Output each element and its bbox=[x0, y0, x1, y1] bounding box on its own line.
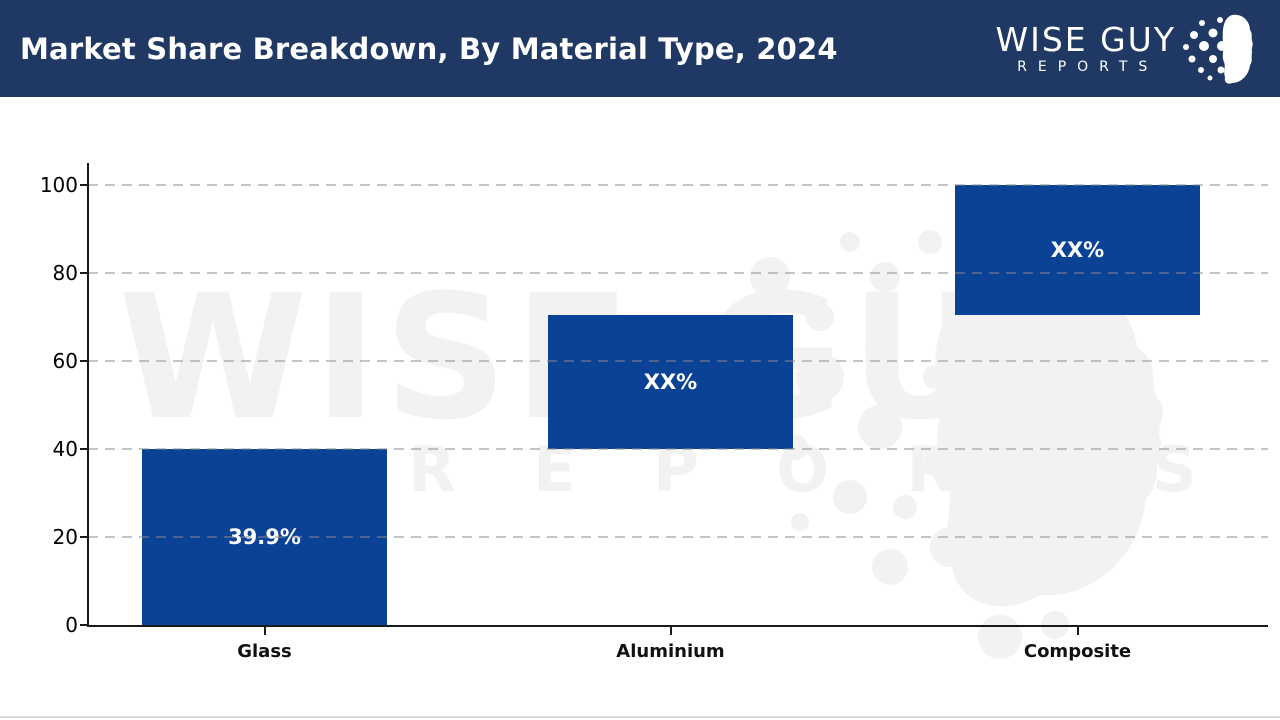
gridline-100 bbox=[88, 184, 1268, 186]
x-tick-label-composite: Composite bbox=[1023, 641, 1132, 662]
gridline-40 bbox=[88, 448, 1268, 450]
y-tick-label-0: 0 bbox=[65, 613, 78, 637]
bar-aluminium: XX% bbox=[548, 315, 793, 450]
plot-area: 0 20 40 60 80 100 39.9% XX% XX% Glass Aluminium Com… bbox=[0, 97, 1280, 720]
gridline-60 bbox=[88, 360, 1268, 362]
page-title: Market Share Breakdown, By Material Type… bbox=[20, 31, 838, 66]
y-tick-label-100: 100 bbox=[39, 173, 78, 197]
y-tick-20 bbox=[80, 536, 88, 538]
gridline-20 bbox=[88, 536, 1268, 538]
x-tick-aluminium bbox=[669, 627, 672, 635]
logo-subtitle: REPORTS bbox=[1017, 58, 1159, 75]
bottom-border bbox=[0, 716, 1280, 718]
gridline-80 bbox=[88, 272, 1268, 274]
chart-canvas: WISE GUY R E P O R T S 0 20 40 60 80 100 39.9%… bbox=[0, 97, 1280, 720]
y-tick-label-60: 60 bbox=[52, 349, 78, 373]
x-tick-composite bbox=[1076, 627, 1079, 635]
y-tick-60 bbox=[80, 360, 88, 362]
bar-value-label-aluminium: XX% bbox=[643, 370, 698, 395]
x-tick-label-glass: Glass bbox=[237, 641, 292, 662]
x-axis-spine bbox=[87, 625, 1268, 627]
logo-face-icon bbox=[1183, 14, 1253, 84]
wiseguy-logo: WISE GUY REPORTS bbox=[995, 13, 1254, 85]
y-axis-spine bbox=[87, 163, 89, 627]
bar-composite: XX% bbox=[955, 185, 1200, 316]
x-tick-label-aluminium: Aluminium bbox=[616, 641, 725, 662]
y-tick-0 bbox=[80, 624, 88, 626]
logo-wordmark: WISE GUY bbox=[995, 19, 1176, 59]
y-tick-40 bbox=[80, 448, 88, 450]
header: Market Share Breakdown, By Material Type… bbox=[0, 0, 1280, 97]
y-tick-label-40: 40 bbox=[52, 437, 78, 461]
x-tick-glass bbox=[263, 627, 266, 635]
y-tick-label-20: 20 bbox=[52, 525, 78, 549]
y-tick-100 bbox=[80, 184, 88, 186]
y-tick-80 bbox=[80, 272, 88, 274]
y-tick-label-80: 80 bbox=[52, 261, 78, 285]
bar-value-label-composite: XX% bbox=[1050, 238, 1105, 263]
